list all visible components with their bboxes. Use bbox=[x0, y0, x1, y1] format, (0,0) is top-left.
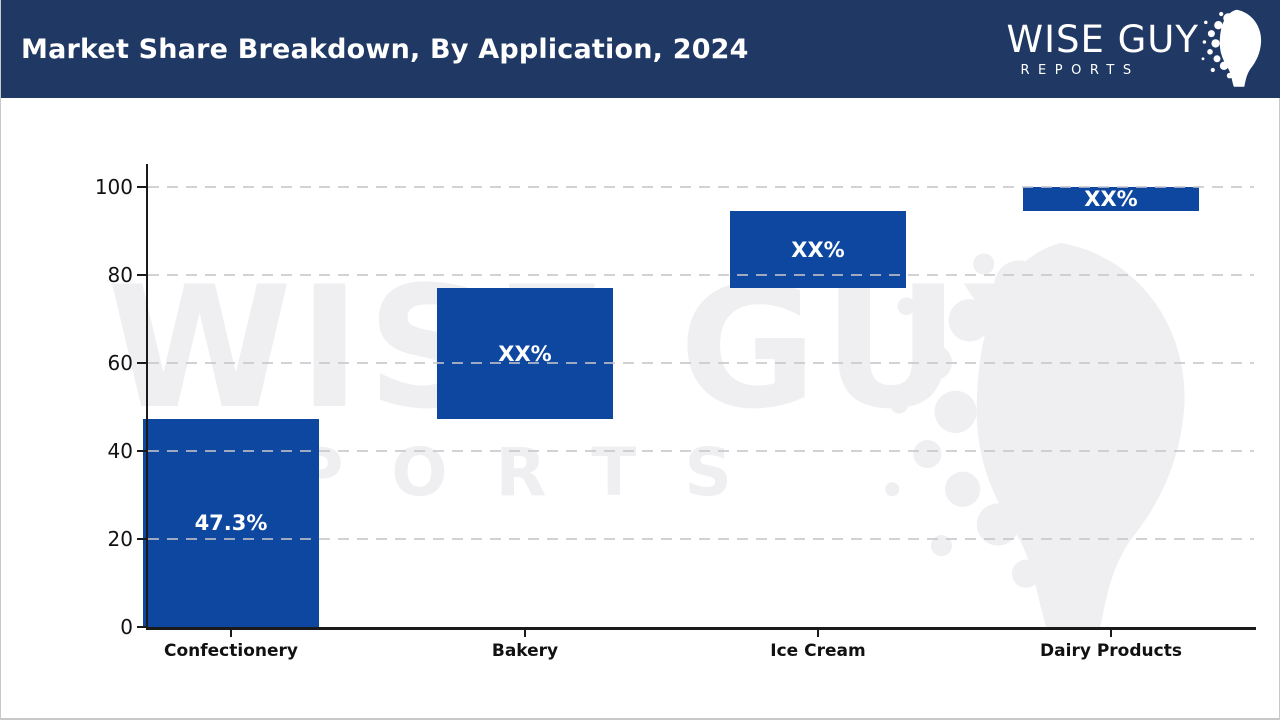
bar-confectionery bbox=[143, 418, 319, 627]
logo-wordmark: WISE GUY bbox=[1006, 17, 1199, 61]
y-tick-label: 80 bbox=[107, 263, 133, 287]
category-label-dairy-products: Dairy Products bbox=[1040, 641, 1182, 661]
gridline bbox=[148, 450, 1254, 452]
x-tick-mark bbox=[524, 630, 526, 637]
y-tick-label: 20 bbox=[107, 527, 133, 551]
logo-text: WISE GUY REPORTS bbox=[1007, 21, 1199, 78]
header: Market Share Breakdown, By Application, … bbox=[1, 0, 1280, 98]
category-label-bakery: Bakery bbox=[491, 641, 559, 661]
y-tick-mark bbox=[137, 186, 146, 188]
y-axis-spine bbox=[146, 164, 148, 630]
gridline bbox=[148, 362, 1254, 364]
bar-value-label: XX% bbox=[498, 341, 552, 366]
bar-dairy-products bbox=[1023, 187, 1199, 212]
y-tick-label: 0 bbox=[120, 615, 133, 639]
gridline bbox=[148, 274, 1254, 276]
gridline bbox=[148, 538, 1254, 540]
chart-title: Market Share Breakdown, By Application, … bbox=[21, 33, 749, 65]
y-tick-label: 40 bbox=[107, 439, 133, 463]
logo-subtext: REPORTS bbox=[1020, 62, 1140, 78]
x-axis-spine bbox=[146, 627, 1256, 630]
wiseguy-head-icon bbox=[1201, 9, 1262, 87]
y-tick-mark bbox=[137, 274, 146, 276]
category-label-ice-cream: Ice Cream bbox=[770, 641, 866, 661]
wiseguy-logo: WISE GUY REPORTS bbox=[1007, 7, 1267, 91]
bar-value-label-box: XX% bbox=[437, 288, 613, 419]
x-tick-mark bbox=[230, 630, 232, 637]
y-tick-mark bbox=[137, 362, 146, 364]
category-label-confectionery: Confectionery bbox=[164, 641, 298, 661]
bar-value-label: XX% bbox=[791, 237, 845, 262]
bar-bakery bbox=[437, 288, 613, 419]
y-tick-mark bbox=[137, 626, 146, 628]
x-tick-mark bbox=[817, 630, 819, 637]
bar-value-label-box: XX% bbox=[1023, 187, 1199, 211]
bar-value-label: XX% bbox=[1084, 187, 1138, 212]
y-tick-label: 60 bbox=[107, 351, 133, 375]
bar-value-label: 47.3% bbox=[194, 510, 268, 535]
bar-value-label-box: 47.3% bbox=[143, 419, 319, 627]
gridline bbox=[148, 186, 1254, 188]
y-tick-mark bbox=[137, 450, 146, 452]
y-tick-mark bbox=[137, 538, 146, 540]
bar-value-label-box: XX% bbox=[730, 211, 906, 288]
y-tick-label: 100 bbox=[94, 175, 133, 199]
x-tick-mark bbox=[1110, 630, 1112, 637]
